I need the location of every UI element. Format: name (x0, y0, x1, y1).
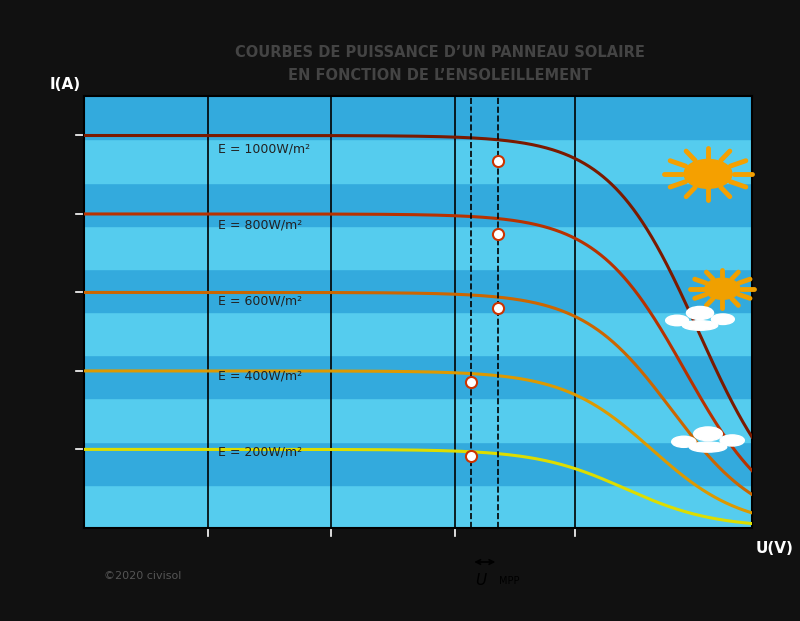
Bar (84, 442, 752, 484)
Text: E = 1000W/m²: E = 1000W/m² (218, 143, 310, 156)
Bar (84, 225, 752, 269)
Bar (84, 139, 752, 183)
Bar (84, 355, 752, 399)
Point (79, 310, 89, 317)
Point (202, 531, 212, 538)
Text: E = 600W/m²: E = 600W/m² (218, 294, 302, 307)
Point (79, 238, 89, 246)
Point (79, 381, 89, 389)
Text: COURBES DE PUISSANCE D’UN PANNEAU SOLAIRE: COURBES DE PUISSANCE D’UN PANNEAU SOLAIR… (235, 45, 645, 60)
Text: E = 800W/m²: E = 800W/m² (218, 219, 302, 232)
Bar (84, 269, 752, 312)
Text: I(A): I(A) (50, 77, 81, 92)
Point (71, 238, 81, 246)
Point (326, 531, 336, 538)
Point (71, 453, 81, 460)
Bar (84, 96, 752, 139)
Point (71, 381, 81, 389)
Point (450, 524, 459, 532)
Bar (84, 484, 752, 528)
Point (79, 453, 89, 460)
Bar (84, 312, 752, 355)
Bar (84, 399, 752, 442)
Point (570, 524, 580, 532)
Point (71, 310, 81, 317)
Point (450, 531, 459, 538)
Point (79, 168, 89, 175)
Text: U: U (475, 573, 486, 588)
Text: ©2020 civisol: ©2020 civisol (104, 571, 182, 581)
Point (202, 524, 212, 532)
Text: EN FONCTION DE L’ENSOLEILLEMENT: EN FONCTION DE L’ENSOLEILLEMENT (288, 68, 592, 83)
Text: E = 200W/m²: E = 200W/m² (218, 446, 302, 459)
Point (570, 531, 580, 538)
Point (71, 168, 81, 175)
Text: MPP: MPP (499, 576, 520, 586)
Text: U(V): U(V) (755, 541, 794, 556)
Point (326, 524, 336, 532)
Bar (84, 183, 752, 225)
Text: E = 400W/m²: E = 400W/m² (218, 370, 302, 383)
